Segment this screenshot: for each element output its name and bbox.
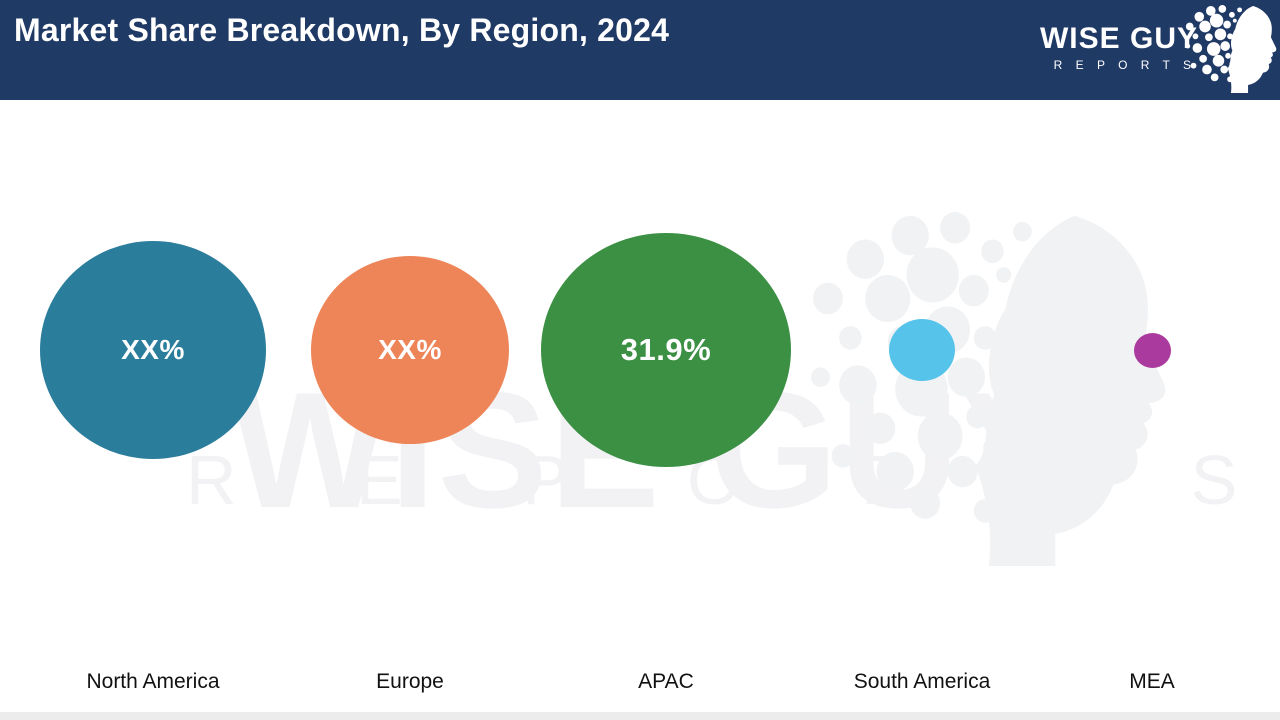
bubble-value-label: XX% bbox=[378, 334, 442, 365]
logo-wordmark: WISE GUY bbox=[1039, 22, 1198, 55]
bubble-europe: XX% bbox=[311, 256, 509, 444]
brand-logo-text: WISE GUY R E P O R T S bbox=[1039, 22, 1198, 73]
brand-logo: WISE GUY R E P O R T S bbox=[1040, 0, 1278, 100]
logo-subtext: R E P O R T S bbox=[1053, 58, 1196, 72]
bubble-value-label: XX% bbox=[121, 334, 185, 365]
category-label-mea: MEA bbox=[1129, 670, 1175, 693]
head-watermark-icon bbox=[798, 212, 1172, 566]
category-label-north-america: North America bbox=[86, 670, 220, 693]
bubble-mea bbox=[1133, 332, 1171, 368]
header: Market Share Breakdown, By Region, 2024 … bbox=[0, 0, 1280, 100]
category-label-south-america: South America bbox=[853, 670, 991, 693]
chart-area: WISE GUY R E P O R T S XX% XX% 31.9% North… bbox=[0, 100, 1280, 720]
page-title: Market Share Breakdown, By Region, 2024 bbox=[14, 12, 670, 48]
category-label-europe: Europe bbox=[376, 670, 444, 693]
bubble-south-america bbox=[889, 319, 955, 381]
footer-strip bbox=[0, 712, 1280, 720]
bubble-north-america: XX% bbox=[40, 241, 266, 459]
bubble-value-label: 31.9% bbox=[620, 332, 712, 367]
category-label-apac: APAC bbox=[638, 670, 694, 693]
bubble-apac: 31.9% bbox=[541, 233, 791, 467]
